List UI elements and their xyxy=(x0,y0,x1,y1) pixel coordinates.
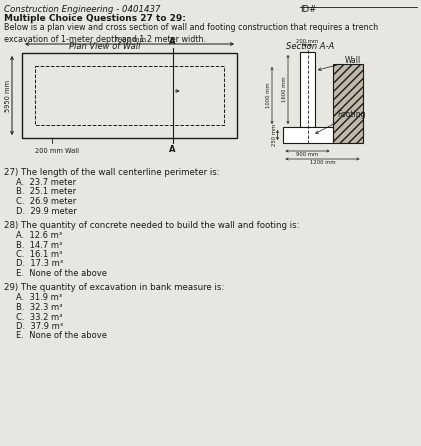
Text: A.  23.7 meter: A. 23.7 meter xyxy=(16,178,76,187)
Text: B.  25.1 meter: B. 25.1 meter xyxy=(16,187,76,197)
Text: A: A xyxy=(169,145,176,154)
Bar xyxy=(300,52,315,127)
Text: B.  14.7 m³: B. 14.7 m³ xyxy=(16,240,62,249)
Text: ID#: ID# xyxy=(300,5,316,14)
Text: Below is a plan view and cross section of wall and footing construction that req: Below is a plan view and cross section o… xyxy=(4,23,378,45)
Text: A: A xyxy=(169,37,176,46)
Text: Construction Engineering - 0401437: Construction Engineering - 0401437 xyxy=(4,5,160,14)
Text: 7900 mm: 7900 mm xyxy=(114,37,146,43)
Bar xyxy=(22,53,237,138)
Text: 1600 mm: 1600 mm xyxy=(282,77,287,102)
Text: 200 mm: 200 mm xyxy=(296,39,319,44)
Text: E.  None of the above: E. None of the above xyxy=(16,269,107,278)
Text: A.  12.6 m³: A. 12.6 m³ xyxy=(16,231,62,240)
Bar xyxy=(333,64,362,143)
Text: 27) The length of the wall centerline perimeter is:: 27) The length of the wall centerline pe… xyxy=(4,168,220,177)
Text: Section A-A: Section A-A xyxy=(286,42,334,51)
Text: D.  29.9 meter: D. 29.9 meter xyxy=(16,206,77,215)
Text: C.  26.9 meter: C. 26.9 meter xyxy=(16,197,76,206)
Text: Wall: Wall xyxy=(318,56,361,70)
Text: B.  32.3 m³: B. 32.3 m³ xyxy=(16,303,62,312)
Text: 1000 mm: 1000 mm xyxy=(266,83,271,108)
Text: A.  31.9 m³: A. 31.9 m³ xyxy=(16,293,62,302)
Text: Multiple Choice Questions 27 to 29:: Multiple Choice Questions 27 to 29: xyxy=(4,14,186,23)
Text: 28) The quantity of concrete needed to build the wall and footing is:: 28) The quantity of concrete needed to b… xyxy=(4,221,299,230)
Text: Footing: Footing xyxy=(316,110,366,133)
Text: C.  16.1 m³: C. 16.1 m³ xyxy=(16,250,62,259)
Text: 29) The quantity of excavation in bank measure is:: 29) The quantity of excavation in bank m… xyxy=(4,284,224,293)
Text: 5950 mm: 5950 mm xyxy=(5,79,11,112)
Text: D.  37.9 m³: D. 37.9 m³ xyxy=(16,322,63,331)
Text: 1200 mm: 1200 mm xyxy=(310,160,335,165)
Text: 250 mm: 250 mm xyxy=(272,124,277,146)
Text: 200 mm Wall: 200 mm Wall xyxy=(35,148,79,154)
Text: D.  17.3 m³: D. 17.3 m³ xyxy=(16,260,63,268)
Text: Plan View of Wall: Plan View of Wall xyxy=(69,42,141,51)
Text: E.  None of the above: E. None of the above xyxy=(16,331,107,340)
Bar xyxy=(35,66,224,125)
Text: 900 mm: 900 mm xyxy=(296,152,319,157)
Text: C.  33.2 m³: C. 33.2 m³ xyxy=(16,313,62,322)
Bar xyxy=(282,127,333,143)
